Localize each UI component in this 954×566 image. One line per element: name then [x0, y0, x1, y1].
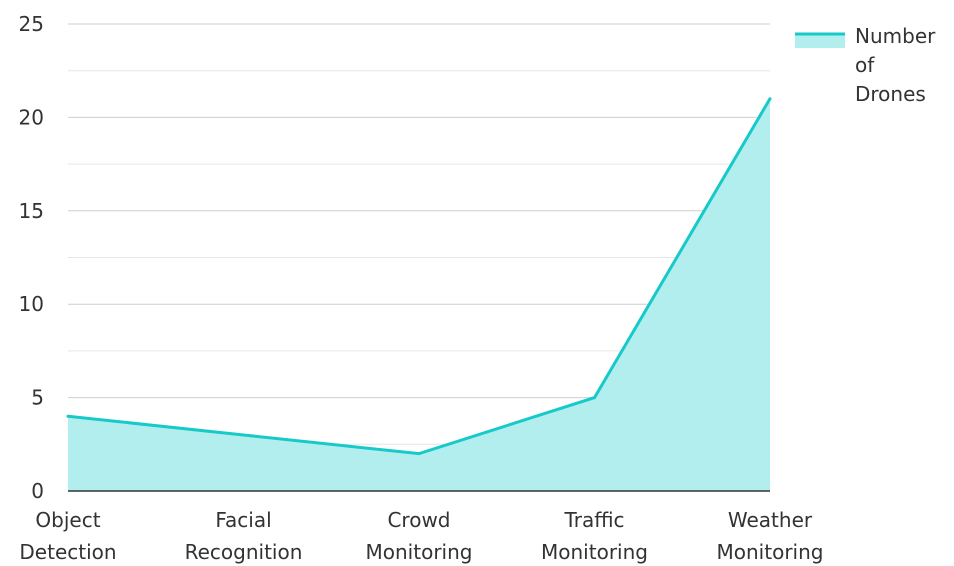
y-axis-ticks: 0 5 10 15 20 25 [19, 12, 44, 503]
grid-lines [68, 23, 770, 445]
data-point-1 [242, 433, 245, 437]
data-point-0 [66, 414, 70, 418]
x-tick-label: Traffic Monitoring [541, 508, 648, 564]
y-tick-label: 0 [31, 479, 44, 503]
series-line [66, 97, 772, 456]
x-tick-label: Facial Recognition [185, 508, 303, 564]
legend-label: Number of Drones [855, 24, 936, 106]
y-tick-label: 15 [19, 199, 44, 223]
legend-swatch-fill [795, 34, 845, 48]
y-tick-label: 10 [19, 292, 44, 316]
legend: Number of Drones [795, 24, 936, 106]
area-fill [68, 98, 770, 491]
y-tick-label: 5 [31, 386, 44, 410]
y-tick-label: 20 [19, 105, 44, 129]
x-tick-label: Weather Monitoring [717, 508, 824, 564]
data-point-3 [593, 396, 596, 400]
data-point-4 [768, 97, 772, 101]
data-point-2 [417, 452, 421, 456]
series-area [68, 98, 770, 491]
x-tick-label: Crowd Monitoring [366, 508, 473, 564]
x-tick-label: Object Detection [19, 508, 116, 564]
y-tick-label: 25 [19, 12, 44, 36]
x-axis-ticks: Object Detection Facial Recognition Crowd Mon… [19, 508, 823, 564]
